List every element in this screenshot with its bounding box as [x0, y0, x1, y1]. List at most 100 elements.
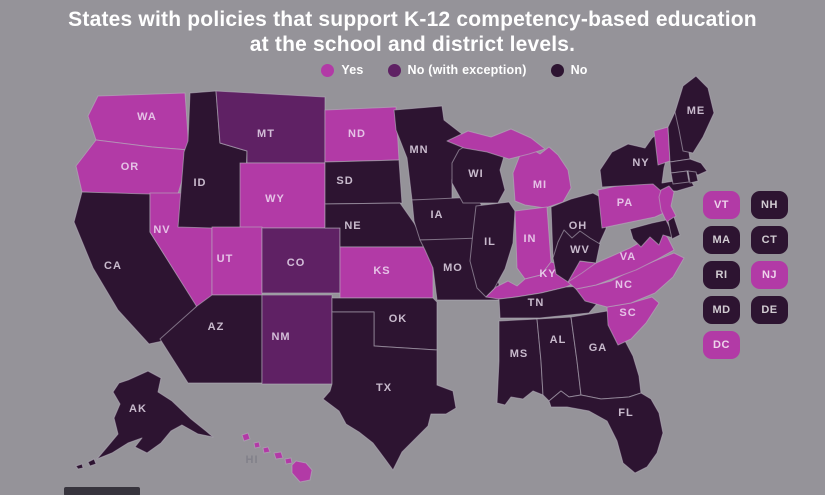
state-label-wy: WY	[265, 193, 285, 205]
state-nc	[575, 252, 685, 308]
state-box-nh: NH	[751, 191, 788, 219]
state-label-ms: MS	[510, 348, 529, 360]
state-label-va: VA	[620, 251, 636, 263]
state-label-tx: TX	[376, 382, 392, 394]
state-label-mn: MN	[409, 144, 428, 156]
state-label-al: AL	[550, 334, 567, 346]
state-box-ma: MA	[703, 226, 740, 254]
state-label-ca: CA	[104, 260, 122, 272]
page-title: States with policies that support K-12 c…	[0, 7, 825, 57]
state-fl	[548, 390, 664, 474]
state-me	[674, 75, 715, 154]
state-wv	[552, 229, 601, 283]
legend-item-no-with-exception: No (with exception)	[387, 63, 527, 77]
state-box-label-de: DE	[761, 304, 778, 316]
state-box-label-dc: DC	[713, 339, 730, 351]
state-box-de: DE	[751, 296, 788, 324]
state-label-co: CO	[287, 257, 306, 269]
state-label-ia: IA	[431, 209, 444, 221]
state-box-ri: RI	[703, 261, 740, 289]
state-tx	[322, 311, 457, 471]
state-md	[629, 219, 674, 248]
state-label-az: AZ	[208, 321, 225, 333]
state-nj	[658, 185, 677, 224]
state-sc	[606, 296, 660, 346]
state-label-ny: NY	[632, 157, 649, 169]
yes-color-dot-icon	[321, 63, 335, 77]
state-label-oh: OH	[569, 220, 588, 232]
state-label-nm: NM	[271, 331, 290, 343]
state-label-il: IL	[484, 236, 496, 248]
state-ak	[75, 463, 84, 470]
state-ks	[339, 246, 434, 299]
state-ak	[96, 370, 214, 460]
state-box-md: MD	[703, 296, 740, 324]
state-label-in: IN	[524, 233, 537, 245]
state-label-pa: PA	[617, 197, 633, 209]
no-with-exception-color-dot-icon	[387, 63, 401, 77]
state-label-wa: WA	[137, 111, 157, 123]
legend-item-no: No	[550, 63, 588, 77]
state-label-wv: WV	[570, 244, 590, 256]
cropped-logo-bar	[64, 487, 140, 495]
state-box-label-md: MD	[712, 304, 731, 316]
state-hi	[291, 460, 313, 483]
state-hi	[273, 451, 284, 460]
state-box-label-ri: RI	[715, 269, 728, 281]
state-box-nj: NJ	[751, 261, 788, 289]
state-label-sd: SD	[336, 175, 353, 187]
small-state-boxes: VT NH MA CT RI NJ MD DE DC	[703, 191, 788, 359]
state-label-me: ME	[687, 105, 706, 117]
state-box-dc: DC	[703, 331, 740, 359]
state-box-label-vt: VT	[713, 199, 730, 211]
state-va	[567, 229, 675, 290]
hawaii-gray-label: HI	[246, 454, 259, 466]
state-ak	[87, 458, 97, 467]
state-box-label-ma: MA	[712, 234, 731, 246]
state-label-ut: UT	[217, 253, 234, 265]
state-box-vt: VT	[703, 191, 740, 219]
state-label-mi: MI	[533, 179, 547, 191]
legend-label-no-with-exception: No (with exception)	[407, 63, 527, 77]
state-hi	[253, 441, 261, 449]
state-label-wi: WI	[468, 168, 483, 180]
state-label-mo: MO	[443, 262, 463, 274]
state-label-sc: SC	[619, 307, 636, 319]
state-ri	[687, 170, 699, 184]
state-de	[667, 216, 681, 240]
state-mi	[446, 128, 546, 160]
state-label-nc: NC	[615, 279, 633, 291]
state-label-ks: KS	[373, 265, 390, 277]
state-sd	[324, 159, 403, 205]
state-label-ga: GA	[589, 342, 608, 354]
state-label-or: OR	[121, 161, 140, 173]
state-box-ct: CT	[751, 226, 788, 254]
state-label-ak: AK	[129, 403, 147, 415]
state-label-ok: OK	[389, 313, 408, 325]
title-line-2: at the school and district levels.	[249, 33, 576, 56]
state-hi	[241, 432, 251, 442]
state-label-ky: KY	[539, 268, 556, 280]
state-label-fl: FL	[618, 407, 633, 419]
state-ct	[670, 170, 690, 185]
legend-item-yes: Yes	[321, 63, 363, 77]
state-ms	[496, 318, 544, 406]
state-or	[75, 139, 190, 198]
state-box-label-nj: NJ	[761, 269, 778, 281]
state-label-nd: ND	[348, 128, 366, 140]
state-label-nv: NV	[153, 224, 170, 236]
state-label-tn: TN	[528, 297, 545, 309]
state-hi	[262, 446, 271, 454]
title-line-1: States with policies that support K-12 c…	[68, 8, 757, 31]
state-label-mt: MT	[257, 128, 275, 140]
state-label-id: ID	[194, 177, 207, 189]
no-color-dot-icon	[550, 63, 564, 77]
legend-label-yes: Yes	[341, 63, 364, 77]
state-box-label-nh: NH	[761, 199, 778, 211]
state-box-label-ct: CT	[761, 234, 778, 246]
state-label-ne: NE	[344, 220, 361, 232]
state-hi	[284, 457, 293, 465]
legend: Yes No (with exception) No	[42, 63, 825, 77]
